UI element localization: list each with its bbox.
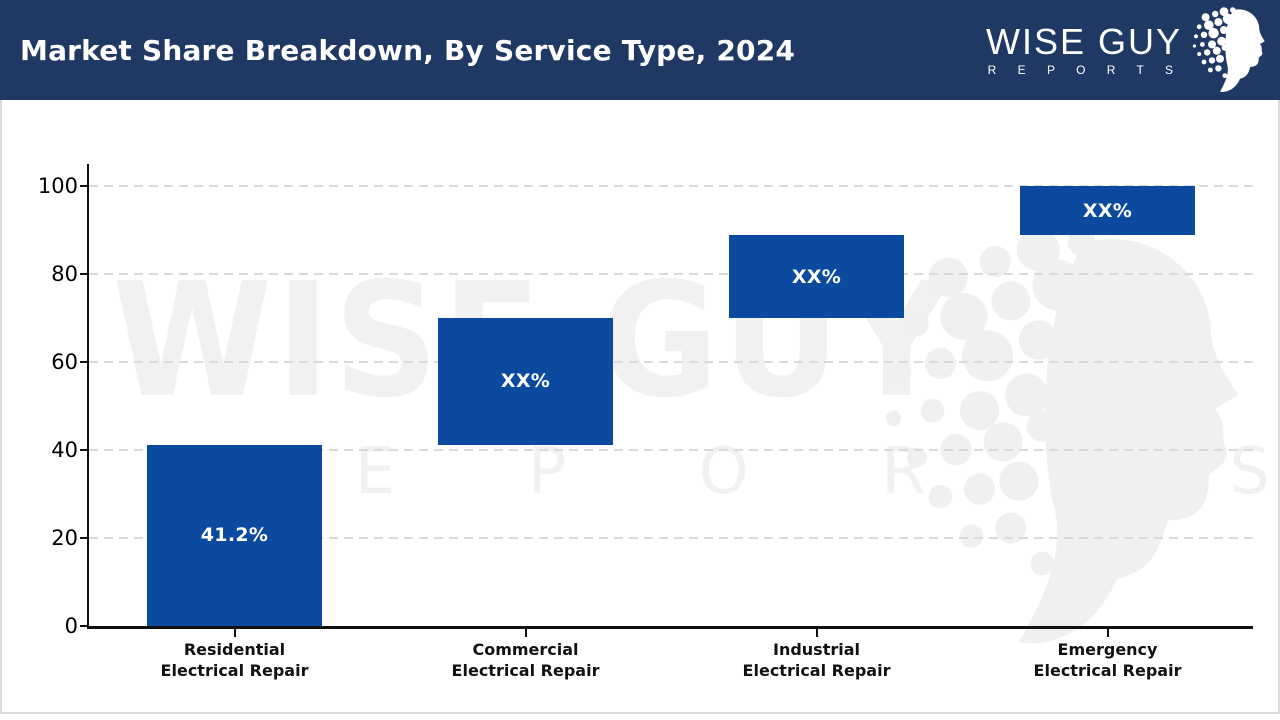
category-label-line2: Electrical Repair xyxy=(742,661,891,680)
bar-residential: 41.2% xyxy=(147,444,322,626)
category-label-line2: Electrical Repair xyxy=(160,661,309,680)
category-label-line2: Electrical Repair xyxy=(451,661,600,680)
y-tick-20 xyxy=(80,537,89,539)
bar-value-label: XX% xyxy=(1082,199,1133,222)
x-axis xyxy=(87,626,1253,629)
y-tick-label-0: 0 xyxy=(64,614,78,638)
category-label-line1: Residential xyxy=(183,640,286,659)
y-tick-80 xyxy=(80,273,89,275)
y-tick-label-40: 40 xyxy=(51,438,78,462)
category-label-industrial: Industrial Electrical Repair xyxy=(687,639,947,681)
x-tick-4 xyxy=(1106,629,1109,637)
x-tick-3 xyxy=(815,629,818,637)
x-tick-1 xyxy=(233,629,236,637)
x-tick-2 xyxy=(524,629,527,637)
category-label-residential: Residential Electrical Repair xyxy=(105,639,365,681)
y-tick-label-60: 60 xyxy=(51,350,78,374)
logo-subtext: R E P O R T S xyxy=(987,62,1182,77)
y-tick-40 xyxy=(80,449,89,451)
gridline-40 xyxy=(89,449,1253,451)
category-label-line1: Industrial xyxy=(772,640,860,659)
bar-industrial: XX% xyxy=(729,235,904,318)
category-label-commercial: Commercial Electrical Repair xyxy=(396,639,656,681)
y-tick-0 xyxy=(80,625,89,627)
bar-value-label: XX% xyxy=(791,265,842,288)
y-tick-label-100: 100 xyxy=(37,174,78,198)
logo-wordmark: WISE GUY xyxy=(985,20,1182,62)
y-tick-label-20: 20 xyxy=(51,526,78,550)
gridline-20 xyxy=(89,537,1253,539)
y-tick-label-80: 80 xyxy=(51,262,78,286)
category-label-line1: Commercial xyxy=(472,640,579,659)
gridline-60 xyxy=(89,361,1253,363)
bar-emergency: XX% xyxy=(1020,186,1195,236)
category-label-line1: Emergency xyxy=(1057,640,1158,659)
y-tick-60 xyxy=(80,361,89,363)
gridline-80 xyxy=(89,273,1253,275)
category-label-line2: Electrical Repair xyxy=(1033,661,1182,680)
wiseguy-logo: WISE GUY R E P O R T S xyxy=(986,6,1270,94)
gridline-100 xyxy=(89,185,1253,187)
wiseguy-head-icon xyxy=(1192,7,1265,92)
bar-value-label: XX% xyxy=(500,370,551,393)
y-axis xyxy=(87,164,89,629)
page-title: Market Share Breakdown, By Service Type,… xyxy=(20,33,796,67)
category-label-emergency: Emergency Electrical Repair xyxy=(978,639,1238,681)
report-header: Market Share Breakdown, By Service Type,… xyxy=(0,0,1280,100)
bar-value-label: 41.2% xyxy=(200,524,269,547)
y-tick-100 xyxy=(80,185,89,187)
bar-commercial: XX% xyxy=(438,318,613,445)
